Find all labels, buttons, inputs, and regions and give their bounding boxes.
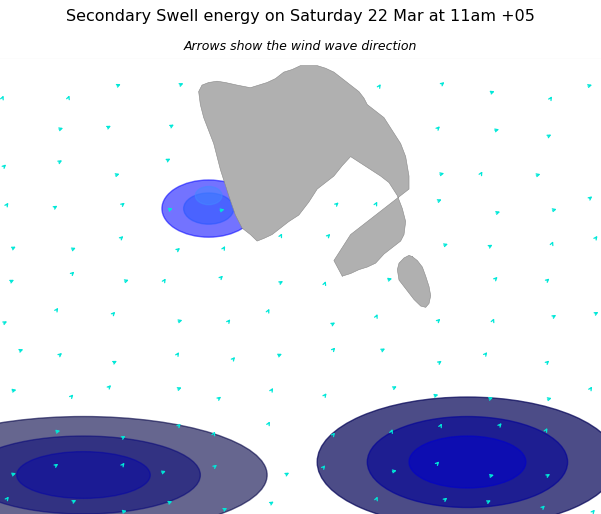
Polygon shape	[199, 66, 409, 276]
Text: Arrows show the wind wave direction: Arrows show the wind wave direction	[184, 40, 417, 52]
Ellipse shape	[409, 436, 526, 488]
Ellipse shape	[317, 397, 601, 514]
Ellipse shape	[162, 180, 255, 237]
Polygon shape	[397, 255, 431, 307]
Ellipse shape	[184, 193, 234, 224]
Ellipse shape	[0, 436, 200, 514]
Ellipse shape	[0, 416, 267, 514]
Ellipse shape	[195, 187, 222, 205]
Text: Secondary Swell energy on Saturday 22 Mar at 11am +05: Secondary Swell energy on Saturday 22 Ma…	[66, 9, 535, 24]
Ellipse shape	[367, 416, 567, 507]
Ellipse shape	[17, 452, 150, 499]
